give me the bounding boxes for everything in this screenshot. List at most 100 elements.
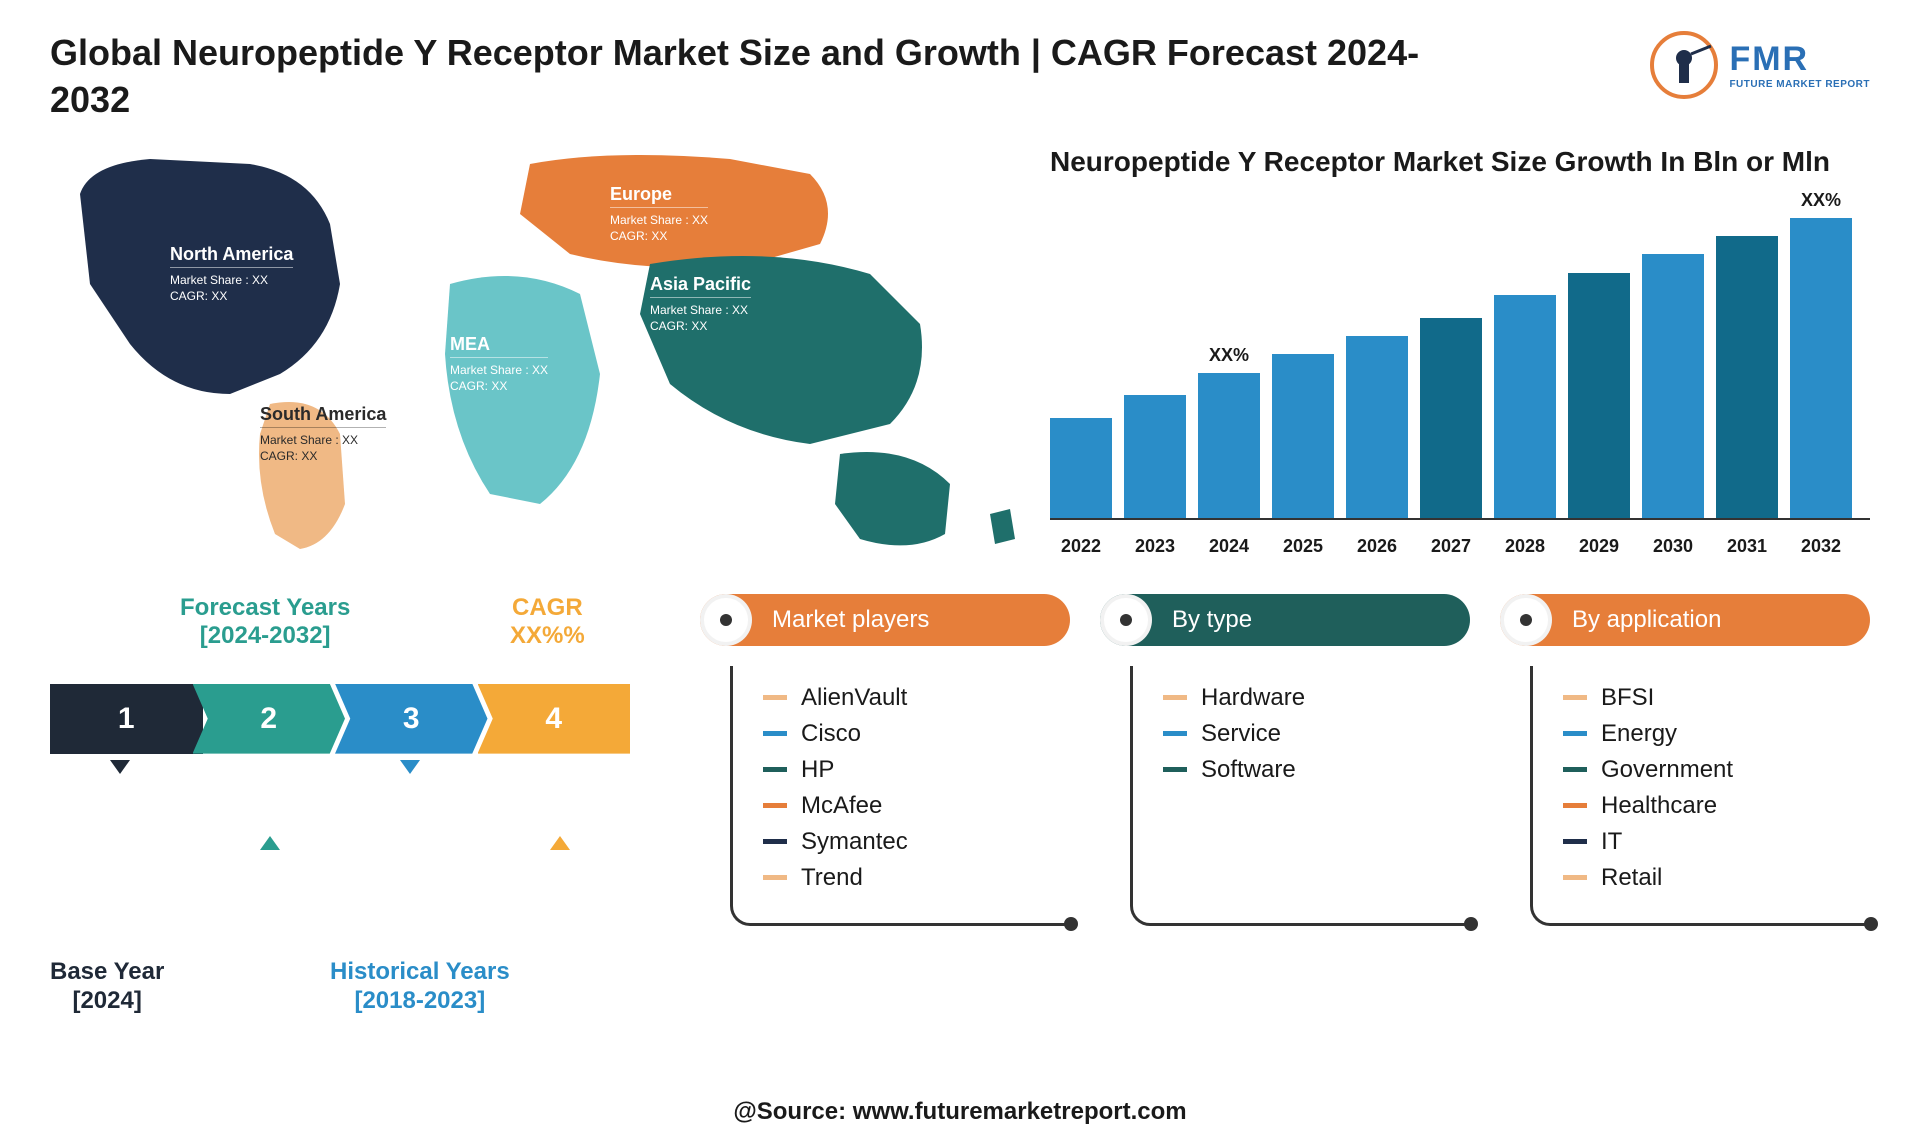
bar-column: XX% [1790, 218, 1852, 518]
bullet-icon [763, 731, 787, 736]
bar-annotation: XX% [1209, 345, 1249, 366]
bar-column [1716, 236, 1778, 518]
bar-x-label: 2027 [1420, 536, 1482, 557]
bar-x-label: 2022 [1050, 536, 1112, 557]
bullet-icon [1563, 695, 1587, 700]
bar-column [1346, 336, 1408, 518]
forecast-text: Forecast Years [180, 594, 350, 623]
bar [1124, 395, 1186, 518]
list-item-text: Retail [1601, 864, 1662, 892]
bullet-icon [1563, 731, 1587, 736]
list-item-text: Service [1201, 720, 1281, 748]
list-item: AlienVault [763, 684, 1070, 712]
category-title: Market players [772, 606, 929, 634]
cagr-label: CAGR XX%% [510, 594, 585, 652]
cagr-value: XX%% [510, 622, 585, 651]
timeline-bar: 1 2 3 4 [50, 684, 630, 754]
region-label-mea: MEAMarket Share : XXCAGR: XX [450, 334, 548, 396]
category-list: AlienVaultCiscoHPMcAfeeSymantecTrend [730, 666, 1070, 926]
bar-x-label: 2028 [1494, 536, 1556, 557]
forecast-label: Forecast Years [2024-2032] [180, 594, 350, 652]
list-item-text: Software [1201, 756, 1296, 784]
region-label-north-america: North AmericaMarket Share : XXCAGR: XX [170, 244, 293, 306]
list-item: Retail [1563, 864, 1870, 892]
bullet-icon [1100, 594, 1152, 646]
list-item-text: Symantec [801, 828, 908, 856]
region-label-south-america: South AmericaMarket Share : XXCAGR: XX [260, 404, 386, 466]
region-label-europe: EuropeMarket Share : XXCAGR: XX [610, 184, 708, 246]
bullet-icon [700, 594, 752, 646]
timeline-segment-3: 3 [335, 684, 488, 754]
list-item-text: Cisco [801, 720, 861, 748]
logo-sub-text: FUTURE MARKET REPORT [1729, 79, 1870, 90]
page-title: Global Neuropeptide Y Receptor Market Si… [50, 30, 1450, 124]
bar-x-label: 2024 [1198, 536, 1260, 557]
historical-text: Historical Years [330, 958, 510, 987]
timeline-segment-2: 2 [193, 684, 346, 754]
category-title: By type [1172, 606, 1252, 634]
arrow-icon [400, 760, 420, 774]
list-item: HP [763, 756, 1070, 784]
list-item-text: HP [801, 756, 834, 784]
bullet-icon [1563, 767, 1587, 772]
bar [1272, 354, 1334, 518]
bar-column [1568, 273, 1630, 518]
bar [1716, 236, 1778, 518]
list-item: Government [1563, 756, 1870, 784]
bullet-icon [1163, 767, 1187, 772]
list-item: McAfee [763, 792, 1070, 820]
arrow-icon [260, 836, 280, 850]
list-item: BFSI [1563, 684, 1870, 712]
timeline-segment-1: 1 [50, 684, 203, 754]
category-header: By application [1500, 594, 1870, 646]
bar: XX% [1790, 218, 1852, 518]
bullet-icon [1563, 875, 1587, 880]
cagr-text: CAGR [510, 594, 585, 623]
list-item-text: BFSI [1601, 684, 1654, 712]
bar-x-label: 2026 [1346, 536, 1408, 557]
list-item: IT [1563, 828, 1870, 856]
bullet-icon [1563, 803, 1587, 808]
bar-x-label: 2030 [1642, 536, 1704, 557]
logo-main-text: FMR [1729, 40, 1870, 79]
list-item: Service [1163, 720, 1470, 748]
list-item-text: Energy [1601, 720, 1677, 748]
bar [1420, 318, 1482, 518]
forecast-range: [2024-2032] [180, 622, 350, 651]
timeline: Forecast Years [2024-2032] CAGR XX%% 1 2… [50, 594, 670, 926]
bar-column [1642, 254, 1704, 518]
region-label-asia-pacific: Asia PacificMarket Share : XXCAGR: XX [650, 274, 751, 336]
list-item-text: Government [1601, 756, 1733, 784]
base-text: Base Year [50, 958, 164, 987]
chart-title: Neuropeptide Y Receptor Market Size Grow… [1050, 144, 1870, 180]
bullet-icon [1163, 731, 1187, 736]
fmr-logo-icon [1649, 30, 1719, 100]
bar-column [1124, 395, 1186, 518]
list-item: Healthcare [1563, 792, 1870, 820]
bar-chart-section: Neuropeptide Y Receptor Market Size Grow… [1050, 144, 1870, 564]
list-item: Hardware [1163, 684, 1470, 712]
bar [1346, 336, 1408, 518]
bar [1050, 418, 1112, 518]
source-attribution: @Source: www.futuremarketreport.com [733, 1098, 1186, 1126]
category-market-players: Market players AlienVault Cisco HP McAfee Sym… [700, 594, 1070, 926]
list-item: Symantec [763, 828, 1070, 856]
bar-x-label: 2025 [1272, 536, 1334, 557]
list-item: Energy [1563, 720, 1870, 748]
bar-column [1050, 418, 1112, 518]
bar: XX% [1198, 373, 1260, 518]
bar-column: XX% [1198, 373, 1260, 518]
category-by-application: By application BFSI Energy Government Health… [1500, 594, 1870, 926]
bar-annotation: XX% [1801, 190, 1841, 211]
category-header: By type [1100, 594, 1470, 646]
list-item-text: AlienVault [801, 684, 907, 712]
bullet-icon [763, 767, 787, 772]
base-range: [2024] [50, 987, 164, 1016]
historical-label: Historical Years [2018-2023] [330, 958, 510, 1016]
historical-range: [2018-2023] [330, 987, 510, 1016]
bottom-section: Forecast Years [2024-2032] CAGR XX%% 1 2… [50, 594, 1870, 926]
bar-x-label: 2031 [1716, 536, 1778, 557]
bar-chart: XX% XX% [1050, 190, 1870, 520]
bar-chart-xaxis: 2022202320242025202620272028202920302031… [1050, 528, 1870, 557]
list-item: Software [1163, 756, 1470, 784]
